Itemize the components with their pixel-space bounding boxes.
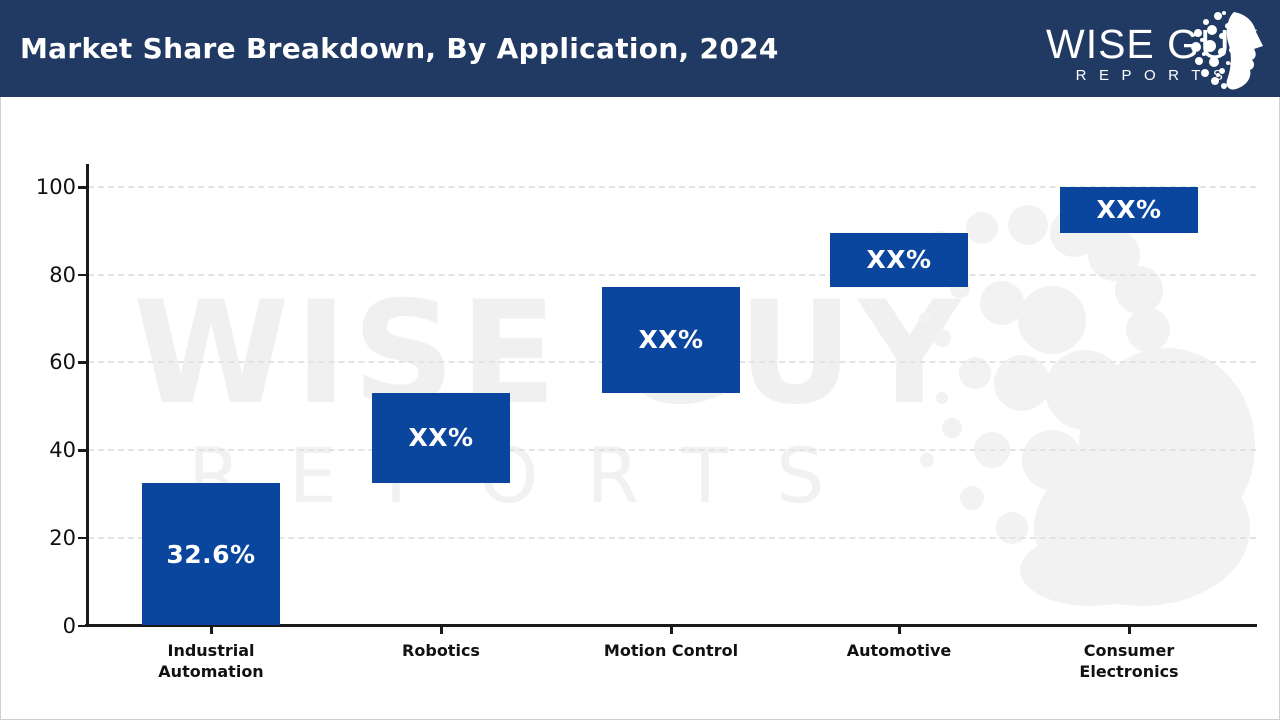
y-tick-mark bbox=[78, 449, 86, 452]
bar-industrial-automation: 32.6% bbox=[142, 482, 280, 626]
bar-robotics: XX% bbox=[372, 393, 510, 483]
x-tick-mark bbox=[898, 626, 901, 634]
y-tick-mark bbox=[78, 273, 86, 277]
y-tick-label: 80 bbox=[49, 262, 76, 287]
y-gridline bbox=[88, 273, 1256, 276]
y-axis-line bbox=[86, 164, 89, 627]
bar-consumer-electronics: XX% bbox=[1060, 187, 1198, 233]
x-axis-label-robotics: Robotics bbox=[402, 641, 480, 660]
x-tick-mark bbox=[210, 626, 213, 634]
y-tick-mark bbox=[78, 186, 86, 189]
bar-value-label: XX% bbox=[866, 245, 932, 275]
x-axis-label-industrial-automation: Industrial Automation bbox=[158, 641, 264, 681]
watermark-wordmark: WISE GUY bbox=[133, 271, 966, 436]
y-tick-mark bbox=[78, 624, 86, 627]
y-tick-label: 60 bbox=[49, 350, 76, 375]
wise-guy-logo: WISE GUY REPORTS bbox=[1018, 6, 1268, 92]
page-title: Market Share Breakdown, By Application, … bbox=[20, 32, 779, 65]
y-gridline bbox=[88, 186, 1256, 188]
bar-value-label: XX% bbox=[638, 325, 704, 355]
x-tick-mark bbox=[440, 626, 443, 634]
x-axis-line bbox=[85, 624, 1257, 627]
y-gridline bbox=[88, 536, 1256, 539]
y-tick-mark bbox=[78, 536, 86, 540]
bar-value-label: XX% bbox=[1096, 195, 1162, 225]
y-tick-label: 0 bbox=[62, 613, 76, 638]
y-tick-mark bbox=[78, 361, 86, 364]
x-axis-label-automotive: Automotive bbox=[846, 641, 952, 660]
logo-wordmark: WISE GUY bbox=[1046, 21, 1260, 67]
logo-face-icon bbox=[1191, 11, 1263, 90]
header-bar: Market Share Breakdown, By Application, … bbox=[0, 0, 1280, 97]
x-axis-label-consumer-electronics: Consumer Electronics bbox=[1079, 641, 1179, 681]
x-tick-mark bbox=[670, 626, 673, 634]
logo-text: WISE GUY REPORTS bbox=[1046, 21, 1260, 85]
x-axis-label-motion-control: Motion Control bbox=[603, 641, 739, 660]
bar-automotive: XX% bbox=[830, 232, 968, 287]
y-tick-label: 40 bbox=[49, 438, 76, 463]
bar-value-label: 32.6% bbox=[166, 539, 256, 569]
y-tick-label: 100 bbox=[35, 175, 76, 199]
y-gridline bbox=[88, 449, 1256, 452]
logo-subtext: REPORTS bbox=[1075, 67, 1236, 84]
bar-value-label: XX% bbox=[408, 423, 474, 453]
bar-motion-control: XX% bbox=[602, 286, 740, 394]
y-tick-label: 20 bbox=[49, 525, 76, 550]
x-tick-mark bbox=[1128, 626, 1131, 634]
